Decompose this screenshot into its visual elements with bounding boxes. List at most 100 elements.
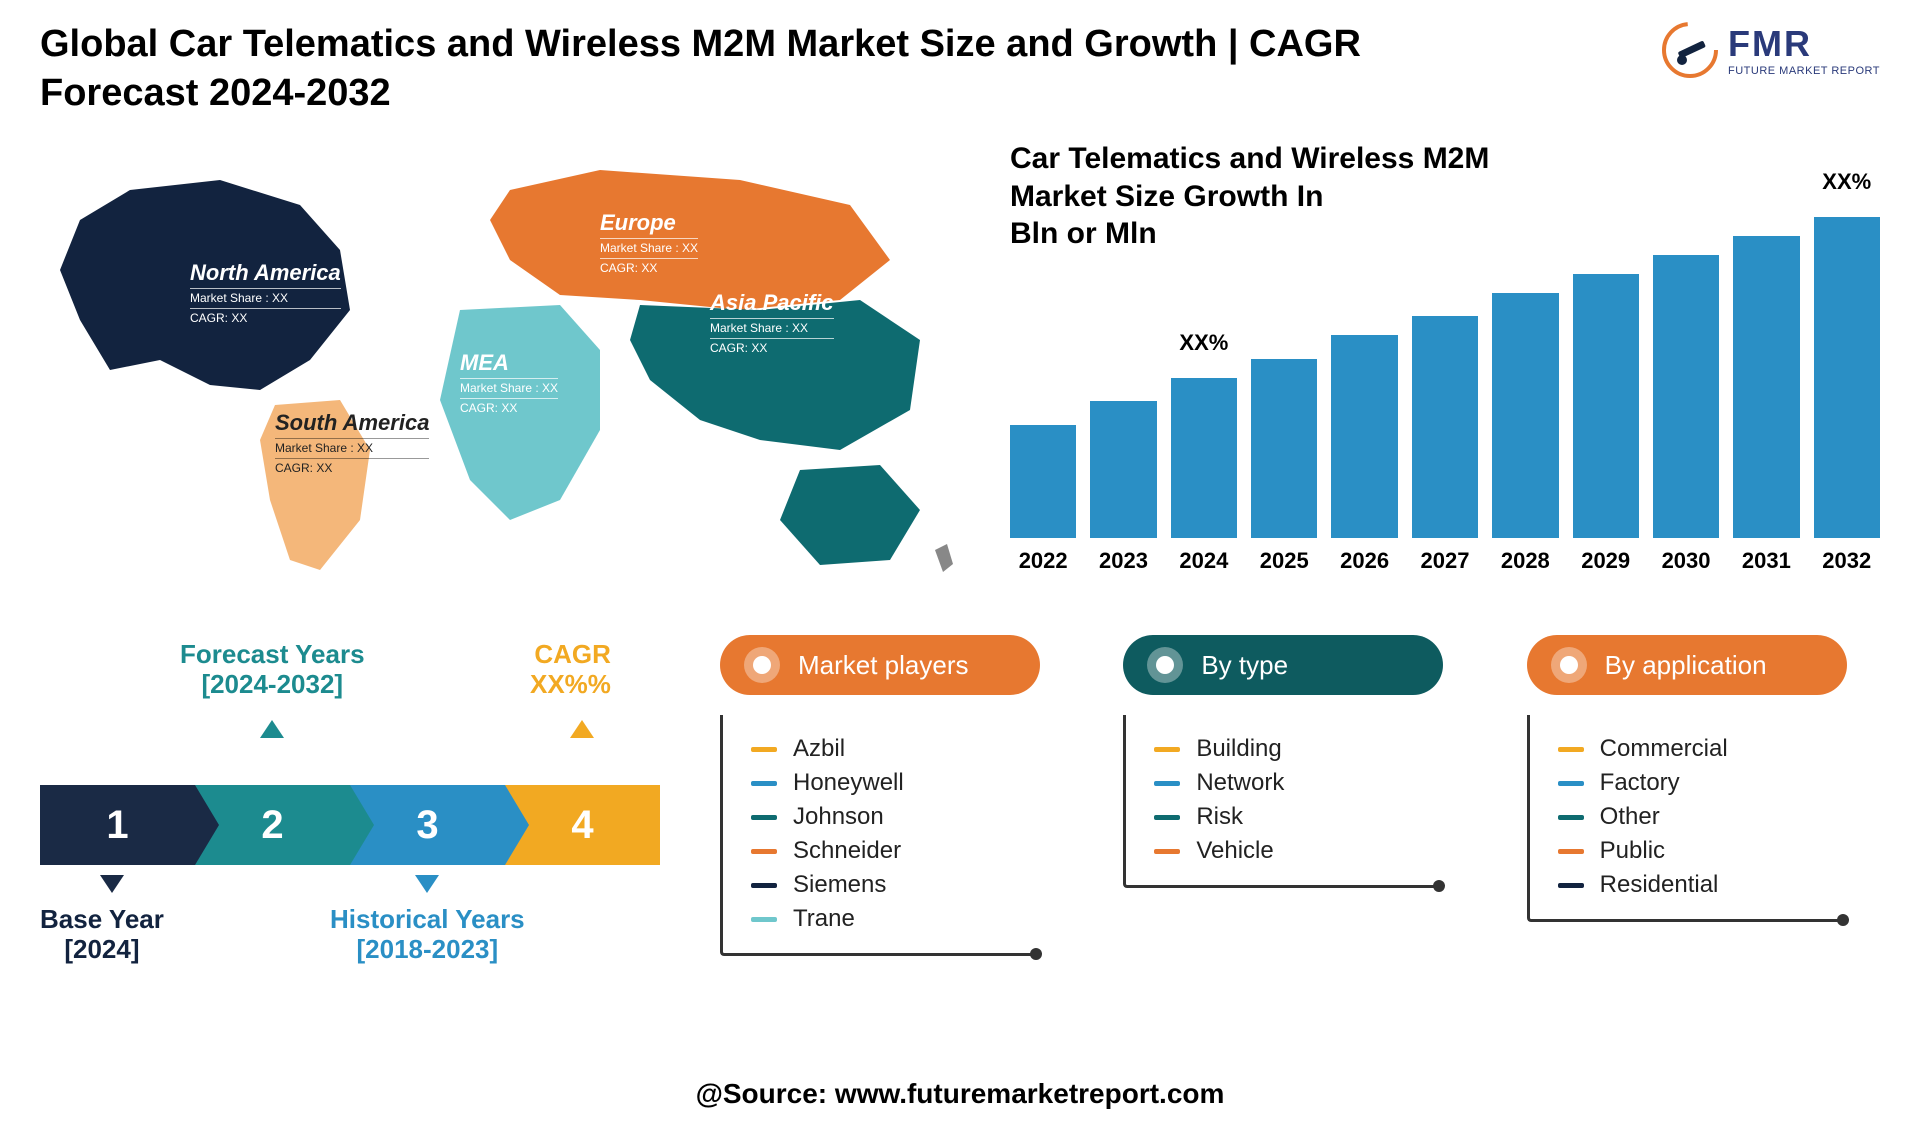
telescope-icon [1660,20,1720,80]
category-block: Market playersAzbilHoneywellJohnsonSchne… [720,635,1073,956]
swatch-icon [751,815,777,820]
bar-x-label: 2024 [1179,548,1228,574]
region-name: North America [190,260,341,285]
bar [1251,359,1317,538]
bar-x-label: 2027 [1420,548,1469,574]
timeline-number: 3 [416,803,438,848]
base-text: Base Year [40,905,164,935]
swatch-icon [1558,815,1584,820]
label-south-america: South America Market Share : XX CAGR: XX [275,410,429,475]
list-item-label: Building [1196,735,1281,763]
header: Global Car Telematics and Wireless M2M M… [40,20,1880,119]
region-cagr: CAGR: XX [275,458,429,475]
historical-range: [2018-2023] [330,935,525,965]
fmr-logo: FMR FUTURE MARKET REPORT [1660,20,1880,80]
growth-bar-chart: Car Telematics and Wireless M2M Market S… [1010,140,1880,580]
bar-column: 2032XX% [1814,217,1880,538]
timeline-segment: 1 [40,785,195,865]
bar [1653,255,1719,538]
category-block: By typeBuildingNetworkRiskVehicle [1123,635,1476,956]
list-item: Network [1154,769,1433,797]
category-title: By type [1201,650,1288,681]
page-title: Global Car Telematics and Wireless M2M M… [40,20,1520,119]
region-share: Market Share : XX [710,318,834,335]
cagr-value: XX%% [530,670,611,700]
category-list: BuildingNetworkRiskVehicle [1123,715,1443,888]
chevron-down-icon [100,875,124,893]
swatch-icon [751,781,777,786]
list-item: Public [1558,837,1837,865]
label-north-america: North America Market Share : XX CAGR: XX [190,260,341,325]
list-item-label: Factory [1600,769,1680,797]
forecast-text: Forecast Years [180,640,365,670]
region-name: Europe [600,210,676,235]
category-pill: By type [1123,635,1443,695]
region-share: Market Share : XX [190,288,341,305]
timeline-number: 2 [261,803,283,848]
cagr-label: CAGR XX%% [530,640,611,700]
swatch-icon [1154,747,1180,752]
list-item: Honeywell [751,769,1030,797]
list-item-label: Azbil [793,735,845,763]
swatch-icon [751,917,777,922]
category-blocks: Market playersAzbilHoneywellJohnsonSchne… [720,635,1880,956]
list-item: Siemens [751,871,1030,899]
source-attribution: @Source: www.futuremarketreport.com [0,1078,1920,1110]
region-nz [935,544,953,572]
list-item-label: Residential [1600,871,1719,899]
list-item: Other [1558,803,1837,831]
forecast-label: Forecast Years [2024-2032] [180,640,365,700]
chevron-down-icon [415,875,439,893]
list-item-label: Trane [793,905,855,933]
category-list: AzbilHoneywellJohnsonSchneiderSiemensTra… [720,715,1040,956]
timeline: Forecast Years [2024-2032] CAGR XX%% 1 2 3… [40,640,680,990]
region-share: Market Share : XX [600,238,698,255]
bar [1090,401,1156,538]
bar [1412,316,1478,538]
bar-x-label: 2031 [1742,548,1791,574]
timeline-number: 1 [106,803,128,848]
list-item-label: Public [1600,837,1665,865]
historical-text: Historical Years [330,905,525,935]
category-title: Market players [798,650,969,681]
list-item-label: Schneider [793,837,901,865]
bar-annotation: XX% [1179,330,1228,356]
bar-x-label: 2032 [1822,548,1871,574]
bar-column: 2022 [1010,425,1076,538]
swatch-icon [1154,781,1180,786]
swatch-icon [1558,781,1584,786]
list-item-label: Network [1196,769,1284,797]
swatch-icon [751,747,777,752]
bar-x-label: 2022 [1019,548,1068,574]
region-cagr: CAGR: XX [710,338,834,355]
bar-x-label: 2026 [1340,548,1389,574]
list-item: Commercial [1558,735,1837,763]
bar [1331,335,1397,538]
bar-annotation: XX% [1822,169,1871,195]
pill-dot-icon [1147,647,1183,683]
category-block: By applicationCommercialFactoryOtherPubl… [1527,635,1880,956]
chevron-up-icon [570,720,594,738]
list-item-label: Honeywell [793,769,904,797]
region-cagr: CAGR: XX [600,258,698,275]
list-item: Trane [751,905,1030,933]
bar [1010,425,1076,538]
swatch-icon [1154,815,1180,820]
bar-x-label: 2029 [1581,548,1630,574]
base-year-label: Base Year [2024] [40,905,164,965]
bar-column: 2029 [1573,274,1639,538]
list-item-label: Risk [1196,803,1243,831]
bar [1171,378,1237,538]
base-range: [2024] [40,935,164,965]
region-cagr: CAGR: XX [190,308,341,325]
swatch-icon [1154,849,1180,854]
bar-column: 2027 [1412,316,1478,538]
region-name: Asia Pacific [710,290,834,315]
forecast-range: [2024-2032] [180,670,365,700]
region-australia [780,465,920,565]
bar-x-label: 2028 [1501,548,1550,574]
swatch-icon [751,849,777,854]
category-pill: Market players [720,635,1040,695]
bar-column: 2025 [1251,359,1317,538]
bar-x-label: 2025 [1260,548,1309,574]
